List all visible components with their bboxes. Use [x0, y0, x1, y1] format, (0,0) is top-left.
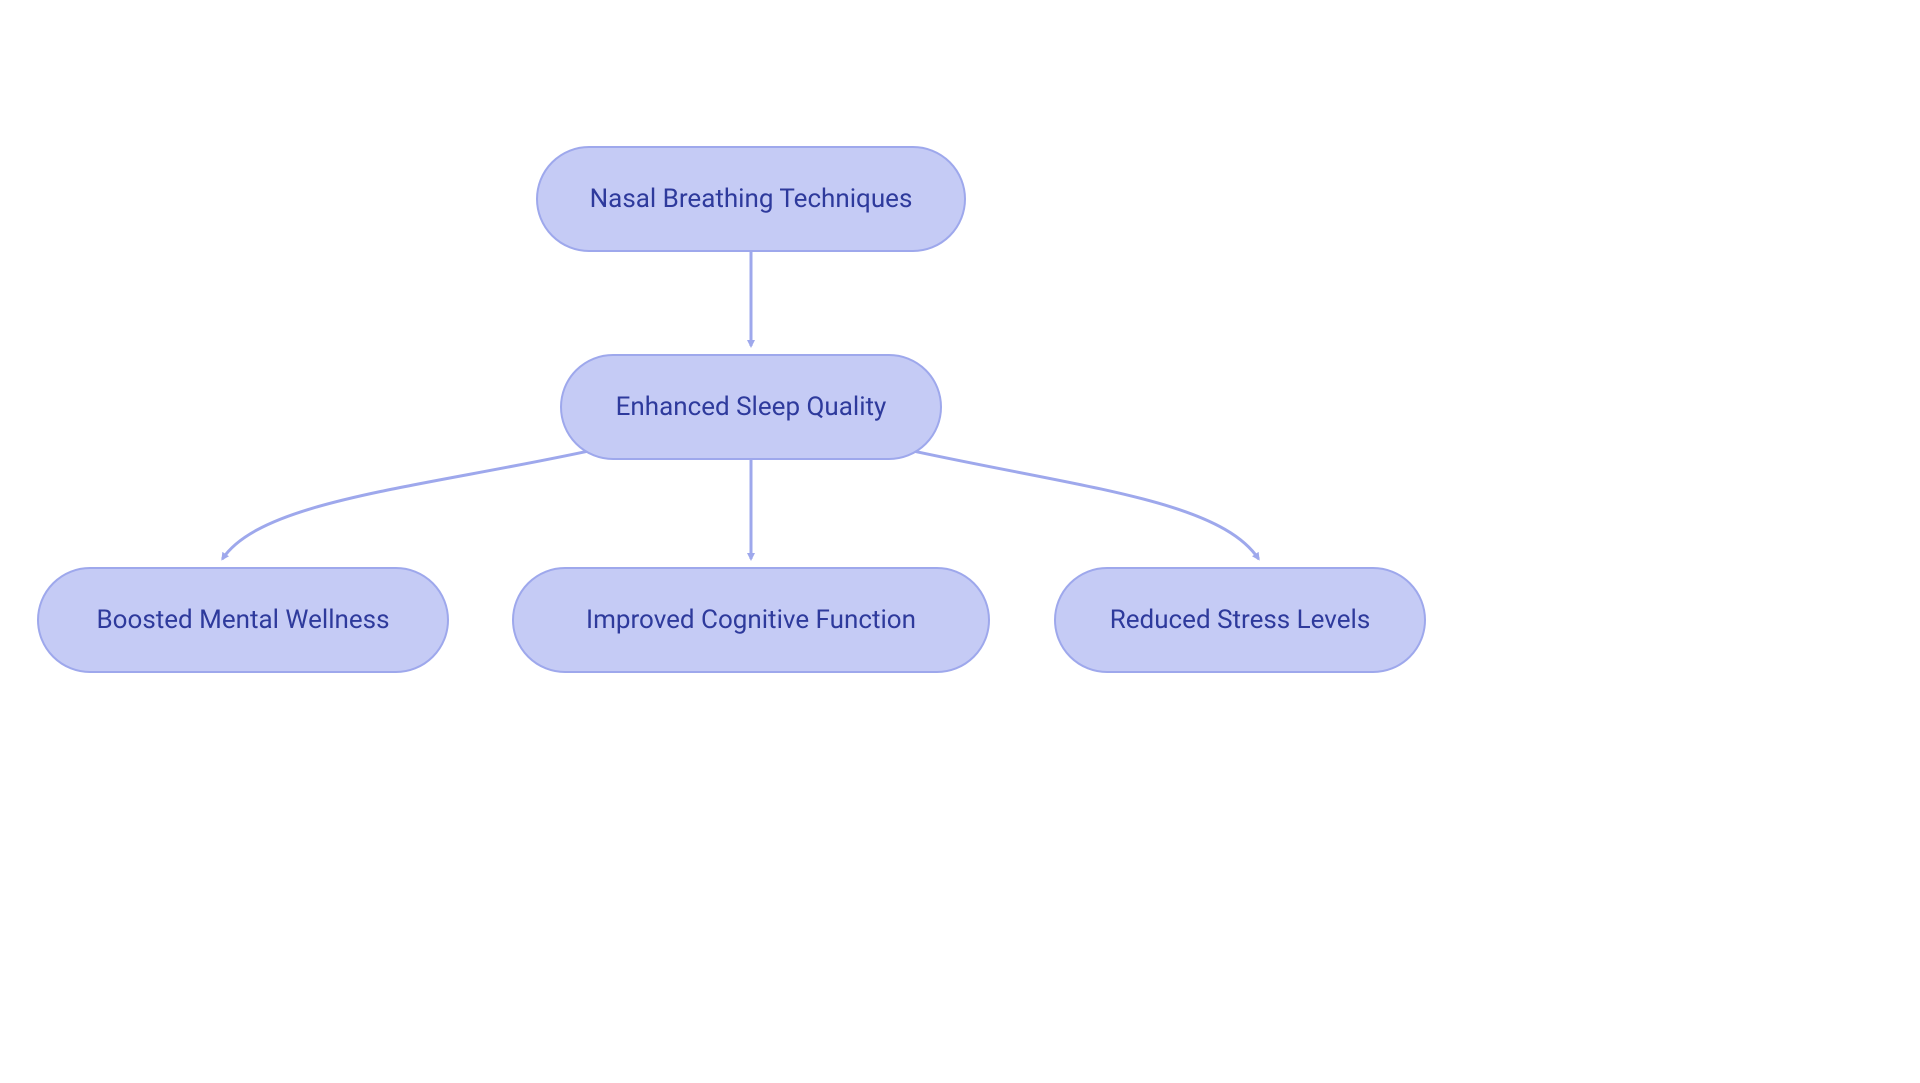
node-leaf3: Reduced Stress Levels — [1054, 567, 1426, 673]
edge-mid-leaf1 — [222, 447, 605, 559]
node-label: Boosted Mental Wellness — [96, 605, 389, 635]
node-mid: Enhanced Sleep Quality — [560, 354, 942, 460]
node-leaf1: Boosted Mental Wellness — [37, 567, 449, 673]
node-label: Nasal Breathing Techniques — [590, 184, 913, 214]
node-label: Enhanced Sleep Quality — [616, 392, 887, 422]
diagram-edges — [0, 0, 1920, 1083]
edge-mid-leaf3 — [896, 447, 1258, 559]
node-root: Nasal Breathing Techniques — [536, 146, 966, 252]
node-leaf2: Improved Cognitive Function — [512, 567, 990, 673]
node-label: Reduced Stress Levels — [1110, 605, 1370, 635]
node-label: Improved Cognitive Function — [586, 605, 916, 635]
